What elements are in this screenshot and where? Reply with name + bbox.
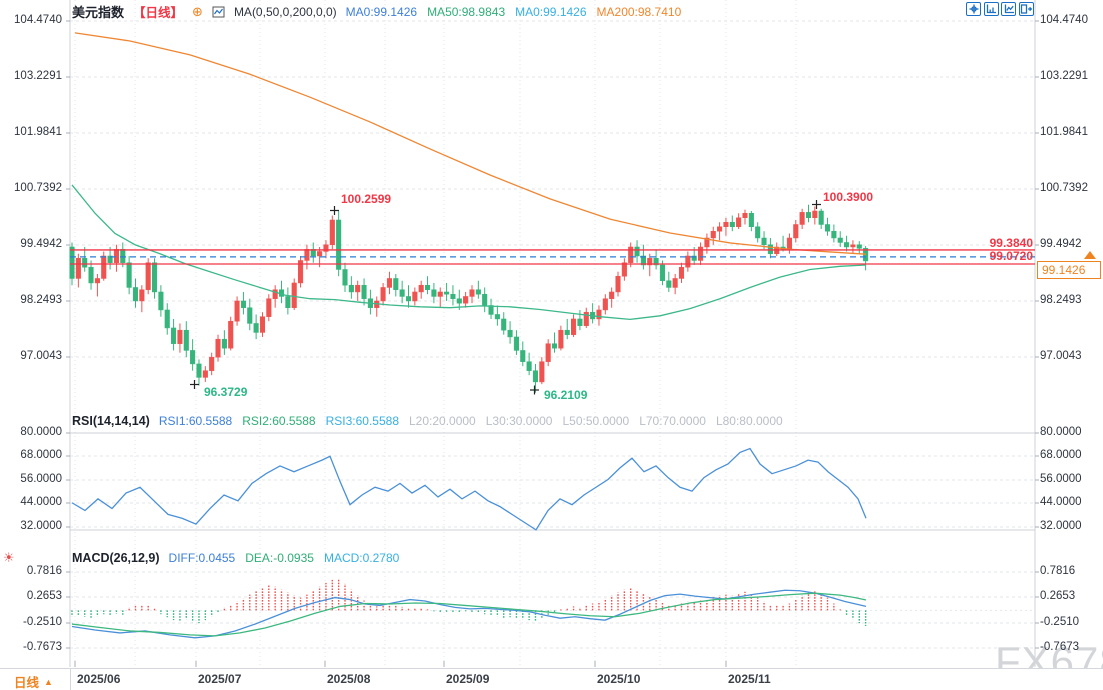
main-chart-header: 美元指数 【日线】 ⊕ MA(0,50,0,200,0,0) MA0:99.14… (72, 2, 681, 21)
y-axis-label-right-macd: -0.2510 (1040, 616, 1080, 628)
y-axis-label-right-rsi: 32.0000 (1040, 520, 1082, 532)
y-axis-label-left-macd: 0.2653 (26, 590, 62, 602)
y-axis-label-left-main: 101.9841 (14, 126, 62, 138)
y-axis-label-left-rsi: 80.0000 (20, 426, 62, 438)
rsi-value: L70:70.0000 (639, 414, 706, 428)
y-axis-label-right-main: 97.0043 (1040, 350, 1082, 362)
rsi-value: L30:30.0000 (485, 414, 553, 428)
ma-value: MA0:99.1426 (345, 4, 418, 19)
y-axis-label-right-main: 100.7392 (1040, 182, 1088, 194)
chevron-up-icon: ▲ (44, 676, 53, 687)
period-selector-label: 日线 (14, 676, 40, 690)
y-axis-label-left-main: 103.2291 (14, 70, 62, 82)
y-axis-label-right-rsi: 80.0000 (1040, 426, 1082, 438)
y-axis-label-right-rsi: 68.0000 (1040, 449, 1082, 461)
sun-icon[interactable]: ☀ (3, 550, 15, 565)
y-axis-label-left-rsi: 68.0000 (20, 449, 62, 461)
y-axis-label-left-rsi: 56.0000 (20, 473, 62, 485)
y-axis-label-right-macd: 0.2653 (1040, 590, 1076, 602)
y-axis-label-left-rsi: 44.0000 (20, 496, 62, 508)
x-axis-date-label: 2025/10 (597, 672, 641, 686)
price-annotation: 100.2599 (341, 192, 392, 206)
rsi-values: RSI1:60.5588 RSI2:60.5588 RSI3:60.5588 L20:… (159, 414, 783, 428)
price-annotation: 100.3900 (823, 190, 874, 204)
y-axis-label-right-main: 103.2291 (1040, 70, 1088, 82)
y-axis-label-right-rsi: 56.0000 (1040, 473, 1082, 485)
x-axis-date-label: 2025/11 (728, 672, 771, 686)
period-tag: 【日线】 (133, 6, 184, 20)
y-axis-label-left-main: 98.2493 (20, 294, 62, 306)
ma-value: MA200:98.7410 (596, 4, 682, 19)
y-axis-label-right-main: 99.4942 (1040, 238, 1082, 250)
axis-scale-icon[interactable] (983, 2, 999, 16)
x-axis-date-label: 2025/09 (446, 672, 490, 686)
y-axis-label-right-main: 98.2493 (1040, 294, 1082, 306)
rsi-value: L50:50.0000 (562, 414, 630, 428)
time-axis-bar (0, 668, 1103, 690)
crosshair-icon[interactable] (966, 2, 981, 16)
ma-values: MA0:99.1426 MA50:98.9843 MA0:99.1426 MA200:… (346, 5, 682, 19)
rsi-value: L80:80.0000 (715, 414, 783, 428)
x-axis-date-label: 2025/07 (198, 672, 242, 686)
price-annotation: 96.3729 (204, 385, 248, 399)
rsi-title: RSI(14,14,14) (72, 414, 150, 428)
y-axis-label-right-rsi: 44.0000 (1040, 496, 1082, 508)
ma-settings-label: MA(0,50,0,200,0,0) (233, 4, 337, 19)
y-axis-label-right-macd: 0.7816 (1040, 565, 1076, 577)
macd-title: MACD(26,12,9) (72, 551, 160, 565)
y-axis-label-left-main: 104.4740 (14, 14, 62, 26)
y-axis-label-left-macd: -0.7673 (22, 641, 62, 653)
last-price-box: 99.1426 (1037, 261, 1101, 279)
y-axis-label-left-macd: -0.2510 (22, 616, 62, 628)
ma-value: MA0:99.1426 (515, 4, 587, 19)
add-indicator-icon[interactable]: ⊕ (192, 3, 203, 19)
y-axis-label-left-main: 100.7392 (14, 182, 62, 194)
rsi-value: RSI1:60.5588 (158, 414, 233, 428)
y-axis-label-left-rsi: 32.0000 (20, 520, 62, 532)
macd-value: MACD:0.2780 (323, 551, 400, 565)
y-axis-label-right-macd: -0.7673 (1040, 641, 1080, 653)
x-axis-date-label: 2025/06 (77, 672, 121, 686)
macd-header: MACD(26,12,9) DIFF:0.0455 DEA:-0.0935 MACD… (72, 551, 399, 565)
rsi-value: RSI2:60.5588 (242, 414, 316, 428)
y-axis-label-left-main: 97.0043 (20, 350, 62, 362)
x-axis-date-label: 2025/08 (327, 672, 371, 686)
macd-value: DIFF:0.0455 (168, 551, 236, 565)
rsi-value: RSI3:60.5588 (325, 414, 399, 428)
support-line-label: 99.0720 (989, 249, 1033, 263)
price-annotation: 96.2109 (544, 388, 588, 402)
axis-fit-icon[interactable] (1001, 2, 1016, 16)
rsi-value: L20:20.0000 (409, 414, 476, 428)
last-price-arrow-icon (1084, 251, 1096, 259)
y-axis-label-left-macd: 0.7816 (26, 565, 62, 577)
pan-right-icon[interactable] (1018, 2, 1034, 16)
symbol-name: 美元指数 (72, 5, 125, 20)
bottom-bar-divider (70, 668, 71, 690)
macd-value: DEA:-0.0935 (245, 551, 314, 565)
macd-values: DIFF:0.0455 DEA:-0.0935 MACD:0.2780 (169, 551, 400, 565)
rsi-header: RSI(14,14,14) RSI1:60.5588 RSI2:60.5588 RS… (72, 414, 783, 428)
ma-value: MA50:98.9843 (427, 4, 506, 19)
y-axis-label-right-main: 101.9841 (1040, 126, 1088, 138)
resistance-line-label: 99.3840 (989, 236, 1033, 250)
y-axis-label-left-main: 99.4942 (20, 238, 62, 250)
period-selector[interactable]: 日线 ▲ (14, 672, 53, 690)
chart-type-icon[interactable] (212, 6, 225, 18)
y-axis-label-right-main: 104.4740 (1040, 14, 1088, 26)
